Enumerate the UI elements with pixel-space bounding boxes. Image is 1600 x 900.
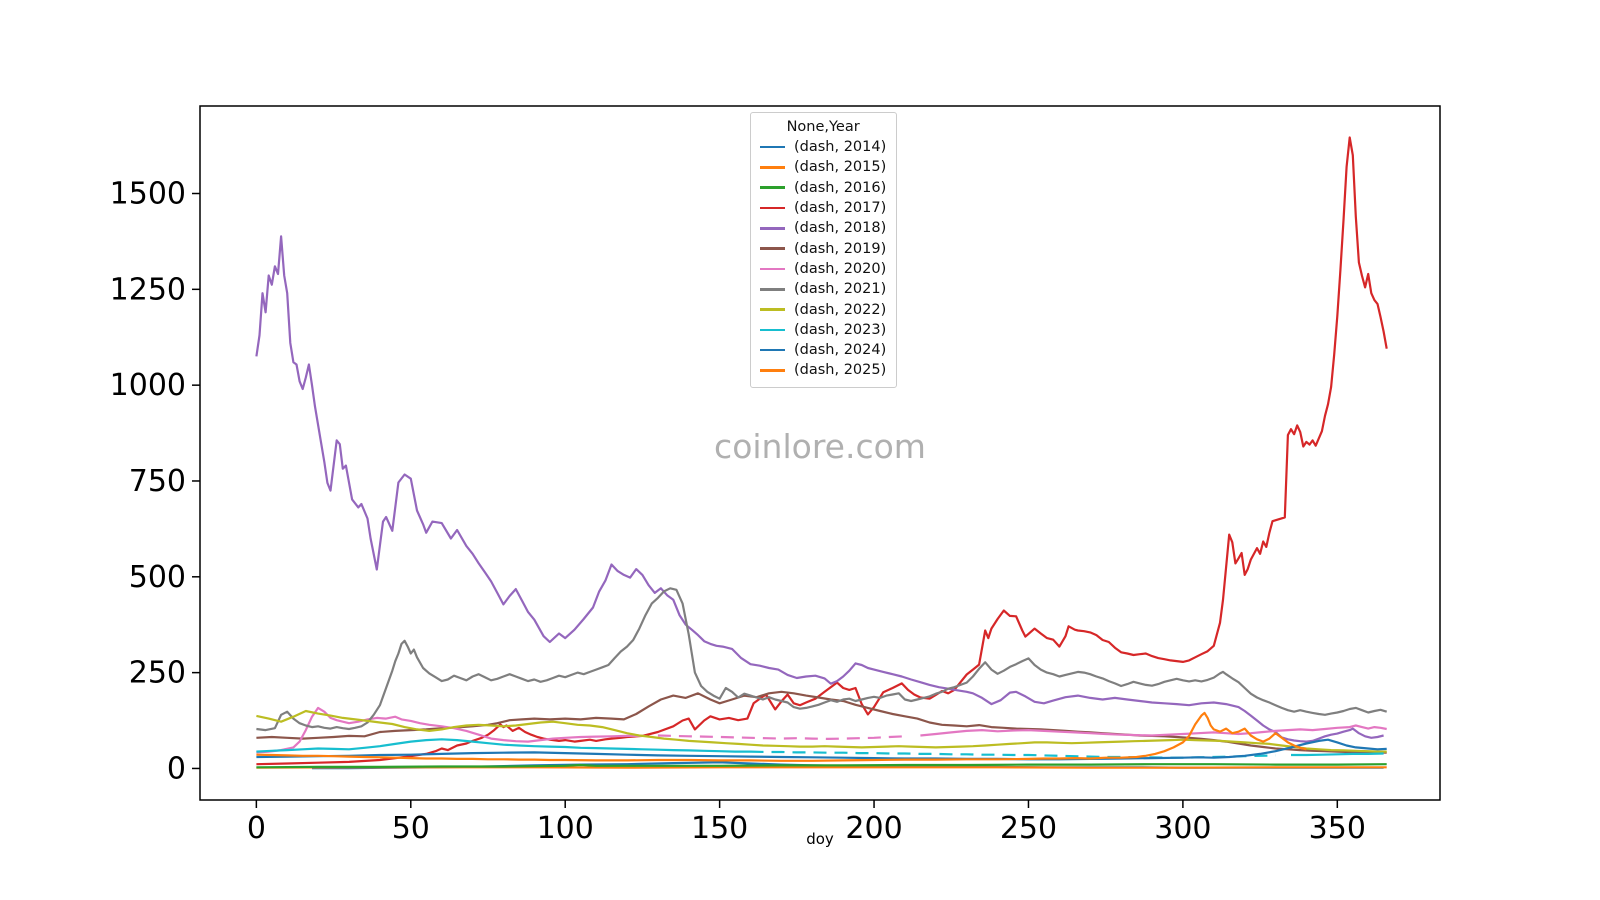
- series-lines: [255, 136, 1388, 770]
- legend-label: (dash, 2014): [794, 139, 887, 156]
- series-line-dash-2023: [1291, 752, 1384, 757]
- series-line-dash-2016: [256, 763, 1387, 769]
- legend-label: (dash, 2016): [794, 179, 887, 196]
- series-line-dash-2022: [256, 709, 1387, 753]
- legend-item-dash-2021: (dash, 2021): [760, 279, 886, 299]
- plot-border: [199, 105, 1441, 801]
- legend-item-dash-2014: (dash, 2014): [760, 137, 886, 157]
- legend-swatch-dash-2018: [760, 227, 785, 230]
- series-line-dash-2020: [657, 734, 905, 741]
- legend-swatch-dash-2025: [760, 369, 785, 372]
- legend-item-dash-2025: (dash, 2025): [760, 360, 886, 380]
- legend-label: (dash, 2015): [794, 159, 887, 176]
- legend-swatch-dash-2021: [760, 287, 785, 291]
- x-axis-label: doy: [806, 830, 834, 848]
- legend-swatch-dash-2019: [760, 247, 785, 250]
- series-line-dash-2020: [256, 706, 643, 754]
- legend-label: (dash, 2020): [794, 260, 887, 277]
- series-line-dash-2023: [256, 738, 751, 753]
- x-axis-ticks: 0 50 100 150 200 250 300 350: [247, 800, 1366, 846]
- legend-item-dash-2023: (dash, 2023): [760, 320, 886, 340]
- series-line-dash-2025: [256, 711, 1307, 762]
- series-line-dash-2023: [750, 750, 1276, 759]
- watermark-text: coinlore.com: [714, 427, 926, 466]
- x-tick-label: 300: [1154, 811, 1211, 846]
- x-tick-label: 0: [247, 811, 266, 846]
- legend-item-dash-2024: (dash, 2024): [760, 340, 886, 360]
- legend-label: (dash, 2022): [794, 301, 887, 318]
- series-line-dash-2021: [256, 587, 1388, 732]
- legend-swatch-dash-2016: [760, 186, 785, 190]
- y-tick-label: 250: [129, 656, 186, 691]
- plot-frame: [199, 105, 1441, 801]
- x-tick-label: 50: [392, 811, 430, 846]
- legend-item-dash-2015: (dash, 2015): [760, 157, 886, 177]
- legend-label: (dash, 2023): [794, 321, 887, 338]
- legend-item-dash-2019: (dash, 2019): [760, 238, 886, 258]
- legend-item-dash-2020: (dash, 2020): [760, 259, 886, 279]
- legend-item-dash-2022: (dash, 2022): [760, 299, 886, 319]
- series-line-dash-2020: [920, 724, 1387, 737]
- y-tick-label: 1250: [110, 272, 186, 307]
- y-axis-ticks: 0 250 500 750 1000 1250 1500: [110, 177, 200, 786]
- series-line-dash-2017: [256, 136, 1388, 766]
- legend-swatch-dash-2015: [760, 166, 785, 169]
- legend-item-dash-2016: (dash, 2016): [760, 178, 886, 198]
- x-tick-label: 100: [537, 811, 594, 846]
- y-tick-label: 0: [167, 751, 186, 786]
- legend: None,Year (dash, 2014) (dash, 2015) (dash,…: [750, 112, 898, 388]
- legend-swatch-dash-2024: [760, 348, 785, 352]
- x-tick-label: 250: [1000, 811, 1057, 846]
- legend-item-dash-2017: (dash, 2017): [760, 198, 886, 218]
- legend-swatch-dash-2023: [760, 328, 785, 332]
- legend-title: None,Year: [786, 119, 860, 135]
- legend-swatch-dash-2014: [760, 145, 785, 149]
- legend-label: (dash, 2017): [794, 200, 887, 217]
- y-tick-label: 500: [129, 560, 186, 595]
- series-line-dash-2019: [256, 690, 1387, 754]
- legend-label: (dash, 2024): [794, 342, 887, 359]
- y-tick-label: 1000: [110, 368, 186, 403]
- legend-label: (dash, 2021): [794, 281, 887, 298]
- legend-rows: (dash, 2014) (dash, 2015) (dash, 2016) (das…: [760, 137, 886, 381]
- legend-label: (dash, 2018): [794, 220, 887, 237]
- x-tick-label: 150: [691, 811, 748, 846]
- legend-label: (dash, 2019): [794, 240, 887, 257]
- x-tick-label: 200: [845, 811, 902, 846]
- x-tick-label: 350: [1309, 811, 1366, 846]
- legend-item-dash-2018: (dash, 2018): [760, 218, 886, 238]
- y-tick-label: 750: [129, 464, 186, 499]
- series-line-dash-2018: [255, 235, 1384, 743]
- legend-label: (dash, 2025): [794, 362, 887, 379]
- y-tick-label: 1500: [110, 177, 186, 212]
- legend-swatch-dash-2020: [760, 267, 785, 271]
- legend-swatch-dash-2022: [760, 308, 785, 311]
- legend-swatch-dash-2017: [760, 206, 785, 210]
